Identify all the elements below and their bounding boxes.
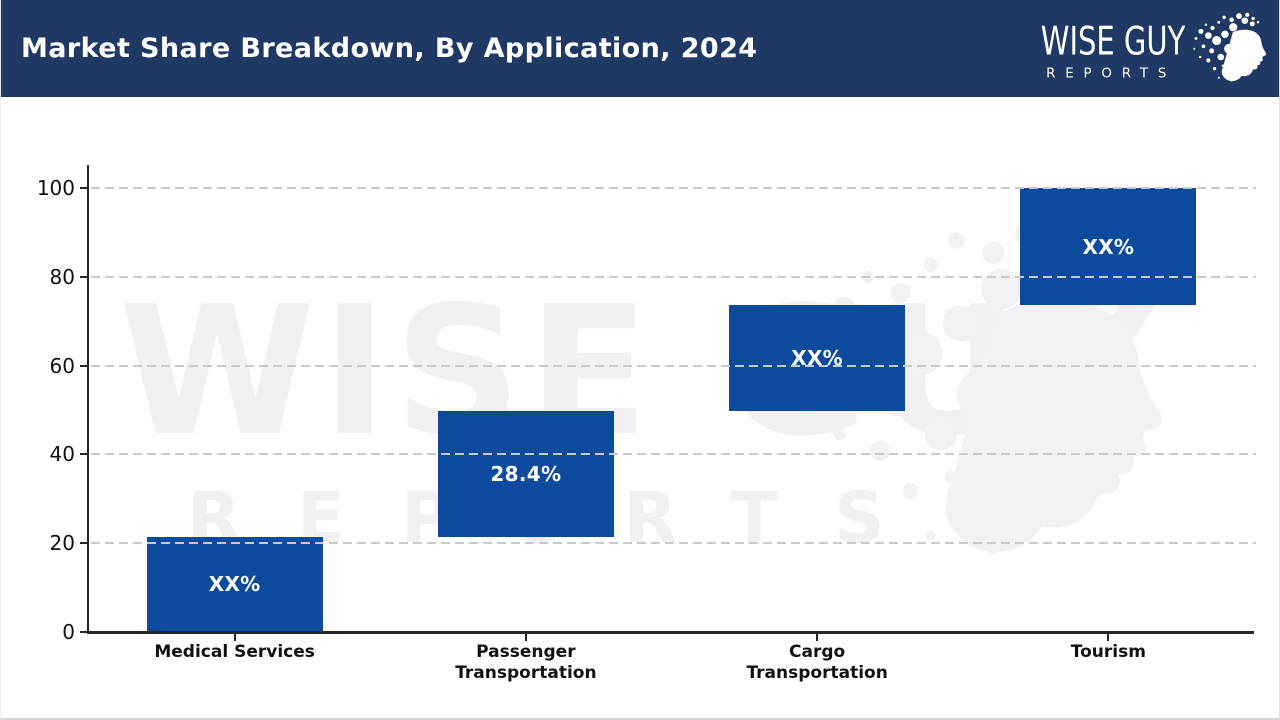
bar-value-label: XX% [1082,234,1135,259]
gridline-y-100 [91,187,1256,189]
x-category-label: Passenger Transportation [376,642,676,685]
y-axis-tick-label: 40 [49,442,75,467]
x-category-label-line: Transportation [746,663,888,684]
gridline-y-20 [91,542,1256,545]
x-category-label-line: Cargo [789,642,846,662]
x-axis-tick-4 [1107,632,1110,641]
x-category-label: Cargo Transportation [667,642,967,685]
y-axis-tick-40 [80,453,88,456]
y-axis-tick-label: 0 [62,620,75,644]
logo-wordmark: WISE GUY [1041,19,1186,64]
x-category-label-line: Passenger [476,642,576,662]
page-title: Market Share Breakdown, By Application, … [21,33,758,64]
bar-segment-4: XX% [1020,188,1197,306]
y-axis-tick-label: 20 [49,531,75,556]
bar-segment-3: XX% [729,305,906,411]
bar-segment-1: XX% [146,536,323,632]
x-axis-tick-1 [233,632,236,641]
logo-subtitle: REPORTS [1046,67,1176,82]
x-axis-tick-2 [524,632,527,641]
bar-segment-2: 28.4% [437,410,614,537]
x-category-label-line: Transportation [455,663,597,684]
x-category-label-line: Tourism [1070,642,1146,662]
logo-face-icon [1193,12,1267,82]
x-axis [87,631,1254,634]
wise-guy-reports-logo: WISE GUY REPORTS [1041,12,1267,82]
plot-area: 0 20 40 60 80 100 XX% Medical Services 28.4% Pass… [1,97,1279,718]
gridline-y-40 [91,453,1256,456]
x-category-label: Tourism [958,642,1258,663]
y-axis-tick-label: 100 [36,176,75,200]
y-axis-tick-label: 60 [49,353,75,378]
y-axis-tick-80 [80,275,88,278]
x-category-label-line: Medical Services [154,642,315,662]
y-axis-tick-0 [80,631,88,633]
x-axis-tick-3 [816,632,819,641]
gridline-y-60 [91,364,1256,367]
y-axis [87,165,89,634]
header-band: Market Share Breakdown, By Application, … [1,0,1279,97]
bar-value-label: XX% [208,572,261,597]
x-category-label: Medical Services [85,642,385,663]
gridline-y-80 [91,275,1256,278]
y-axis-tick-20 [80,542,88,545]
y-axis-tick-60 [80,364,88,367]
y-axis-tick-label: 80 [49,264,75,289]
y-axis-tick-100 [80,187,88,189]
bar-value-label: 28.4% [490,461,562,486]
